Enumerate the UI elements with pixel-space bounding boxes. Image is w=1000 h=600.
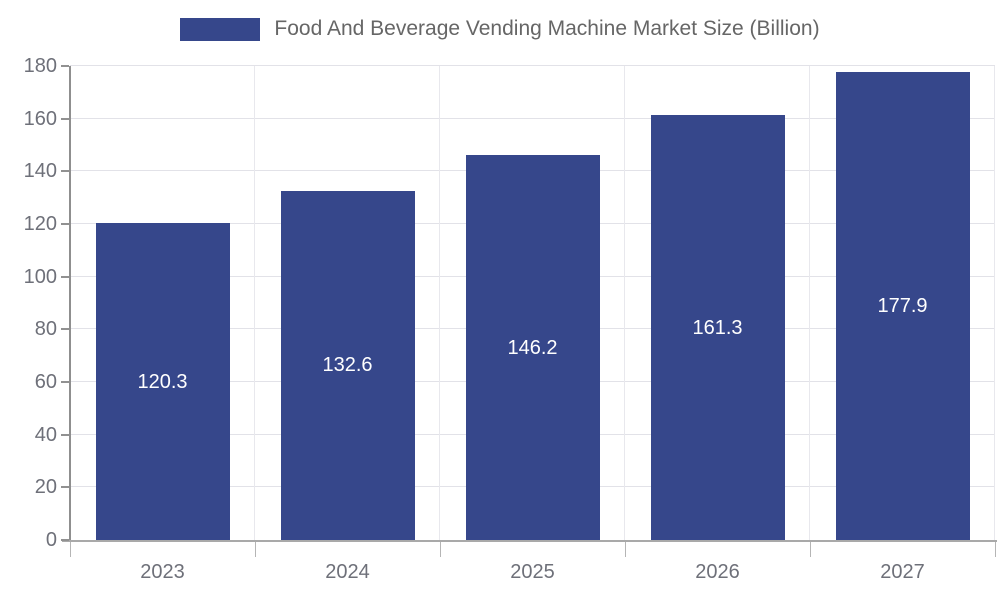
legend-label: Food And Beverage Vending Machine Market… — [274, 17, 820, 40]
x-axis-tick — [440, 542, 441, 557]
bar-value-label: 120.3 — [137, 370, 188, 393]
y-axis-tick-label: 180 — [23, 55, 57, 77]
y-axis-tick — [61, 486, 69, 489]
y-axis-tick — [61, 433, 69, 436]
y-gridline — [70, 65, 995, 66]
x-axis-tick-label: 2026 — [695, 561, 740, 583]
bar-value-label: 161.3 — [692, 316, 743, 339]
x-axis-tick — [625, 542, 626, 557]
bar-2024[interactable]: 132.6 — [280, 190, 415, 540]
x-axis-tick-label: 2025 — [510, 561, 555, 583]
y-axis-tick — [61, 117, 69, 120]
legend-swatch — [180, 17, 261, 41]
y-axis-tick — [61, 223, 69, 225]
y-axis-tick-label: 140 — [23, 160, 57, 183]
y-axis-tick-label: 0 — [45, 529, 57, 551]
bar-2025[interactable]: 146.2 — [465, 155, 600, 540]
y-axis-tick-label: 80 — [34, 318, 57, 341]
x-axis-tick — [255, 542, 256, 557]
y-axis-tick-label: 40 — [34, 423, 57, 446]
x-axis-tick — [70, 542, 71, 557]
bar-2027[interactable]: 177.9 — [835, 71, 970, 540]
y-axis-tick — [61, 328, 69, 331]
x-gridline — [624, 66, 625, 540]
bar-value-label: 132.6 — [322, 354, 373, 377]
x-gridline — [254, 66, 255, 540]
bar-value-label: 177.9 — [877, 294, 928, 317]
y-axis-tick-label: 20 — [34, 476, 57, 499]
x-gridline — [994, 66, 995, 540]
y-axis-tick-label: 100 — [23, 265, 57, 288]
y-axis-tick — [61, 170, 69, 173]
plot-area: 120.3 132.6 146.2 161.3 177.9 — [70, 65, 995, 540]
x-axis-tick — [810, 542, 811, 557]
x-axis-tick — [995, 542, 996, 557]
y-axis-tick — [61, 65, 69, 67]
legend[interactable]: Food And Beverage Vending Machine Market… — [0, 14, 1000, 44]
bar-2023[interactable]: 120.3 — [95, 223, 230, 540]
y-gridline — [70, 117, 995, 119]
y-axis-tick-label: 60 — [34, 371, 57, 393]
y-axis-tick — [61, 381, 69, 383]
bar-value-label: 146.2 — [507, 336, 558, 359]
x-axis-tick-label: 2023 — [140, 561, 185, 583]
y-axis-line — [69, 66, 71, 542]
x-gridline — [439, 66, 440, 540]
x-axis-tick-label: 2027 — [880, 561, 925, 583]
y-axis-tick — [61, 275, 69, 278]
y-axis-tick-label: 160 — [23, 107, 57, 130]
y-axis-tick — [61, 539, 69, 541]
bar-2026[interactable]: 161.3 — [650, 115, 785, 540]
x-axis-line — [62, 540, 997, 542]
y-axis-tick-label: 120 — [23, 213, 57, 235]
x-gridline — [809, 66, 810, 540]
x-axis-tick-label: 2024 — [325, 561, 370, 583]
